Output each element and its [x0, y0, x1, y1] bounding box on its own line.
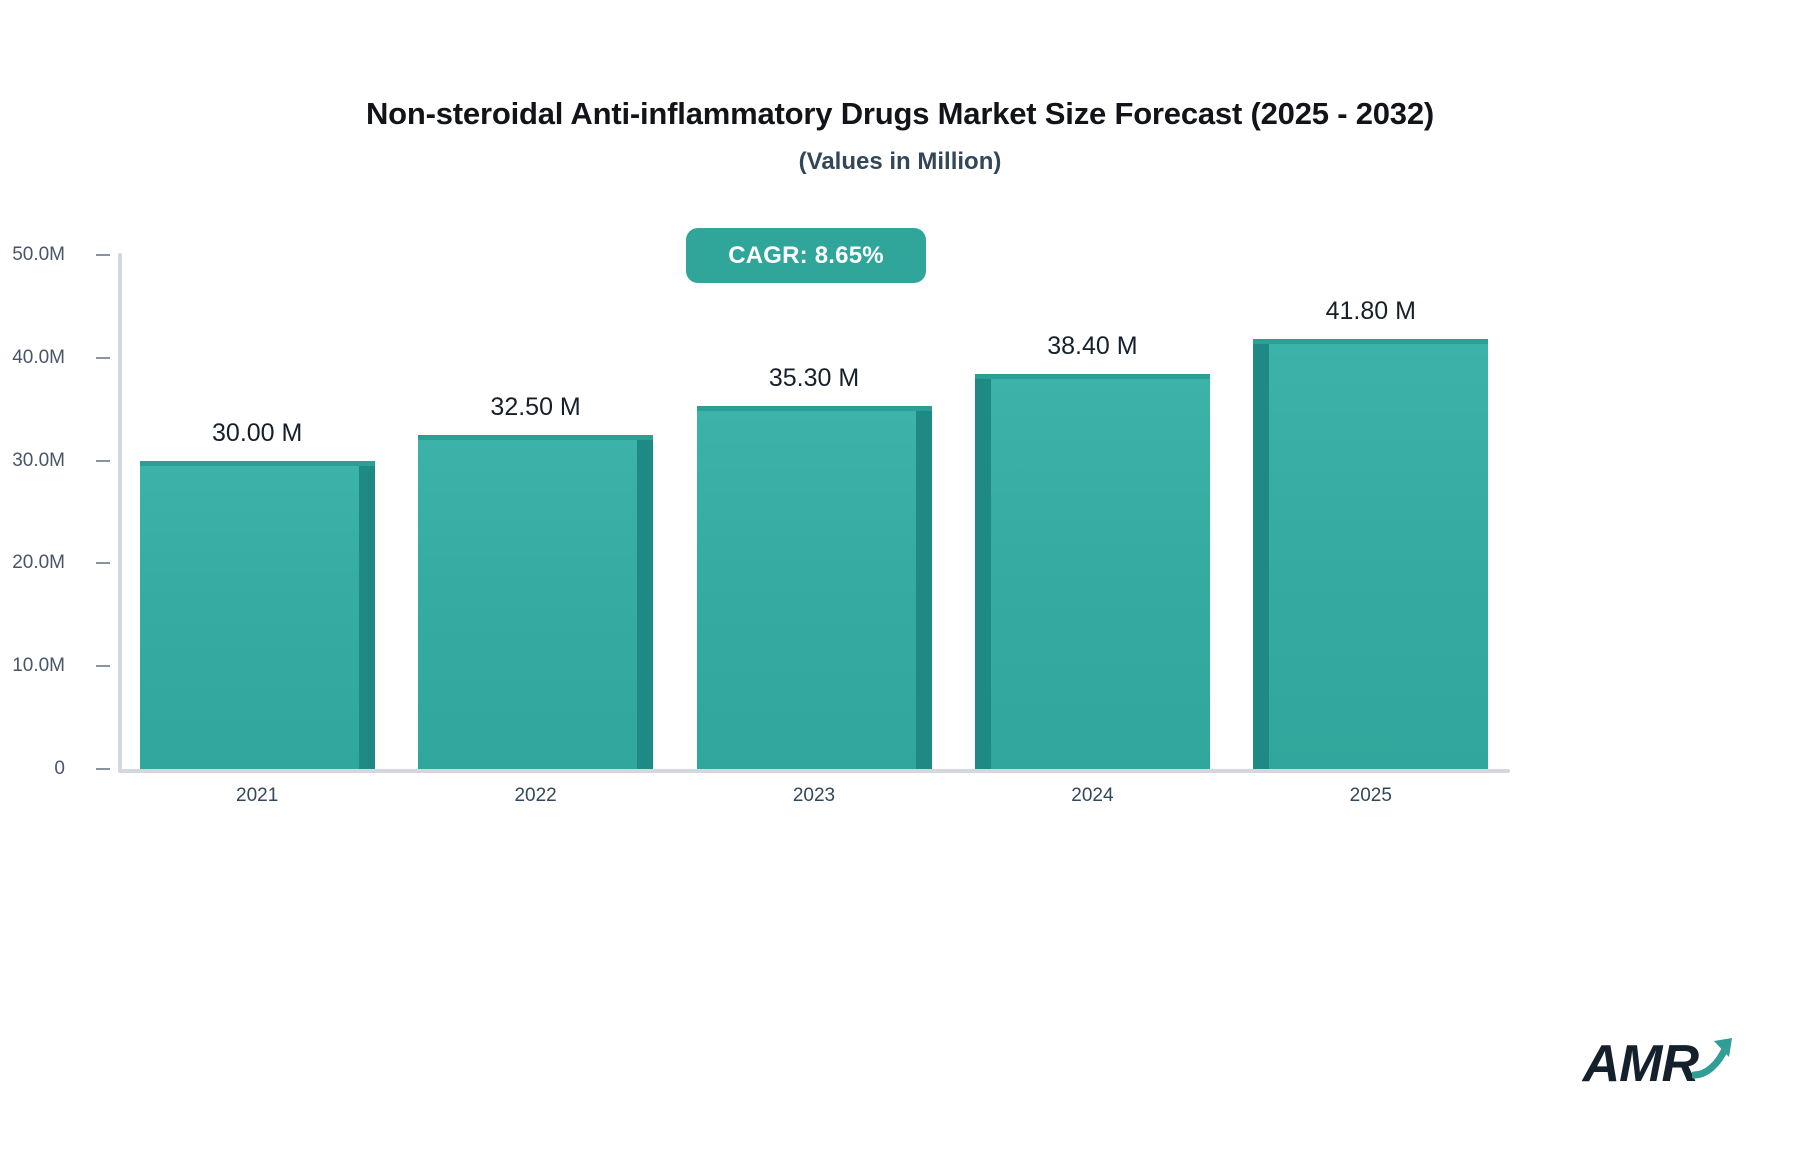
y-axis-tick-label: 0	[54, 758, 65, 779]
y-axis-tick-label: 40.0M	[12, 346, 65, 368]
bar-2025[interactable]	[1253, 339, 1489, 769]
cagr-badge: CAGR: 8.65%	[686, 228, 926, 283]
x-axis-tick-label: 2021	[236, 785, 279, 806]
bar-value-label: 32.50 M	[490, 392, 581, 421]
amr-logo-text: AMR	[1582, 1035, 1699, 1093]
x-axis-tick-label: 2022	[514, 785, 557, 806]
bar-2021[interactable]	[139, 460, 375, 769]
y-axis-tick-mark	[96, 562, 110, 565]
bar-side-shadow	[637, 439, 654, 769]
x-axis-tick-label: 2025	[1349, 785, 1392, 806]
bar-side-shadow	[974, 379, 991, 769]
x-axis-line	[118, 769, 1510, 773]
bar-side-shadow	[915, 411, 932, 769]
bar-face	[139, 460, 359, 769]
bar-value-label: 30.00 M	[212, 418, 303, 447]
bar-face	[418, 434, 638, 769]
bar-2023[interactable]	[696, 406, 932, 769]
x-axis-tick-label: 2023	[792, 785, 836, 806]
bar-value-label: 35.30 M	[768, 364, 860, 393]
bar-2024[interactable]	[974, 374, 1210, 769]
y-axis-tick-label: 20.0M	[12, 552, 65, 574]
bar-value-label: 38.40 M	[1047, 332, 1138, 361]
y-axis-tick-mark	[96, 254, 110, 256]
y-axis-tick-mark	[96, 768, 110, 770]
y-axis-tick-mark	[96, 459, 110, 462]
bar-top-edge	[974, 374, 1210, 380]
y-axis-tick-label: 30.0M	[12, 449, 65, 471]
chart-subtitle: (Values in Million)	[798, 148, 1002, 175]
amr-logo: AMR	[1583, 1035, 1738, 1090]
y-axis-tick-mark	[96, 356, 110, 359]
y-axis-tick-label: 10.0M	[12, 655, 65, 677]
bar-value-label: 41.80 M	[1325, 297, 1416, 326]
cagr-badge-label: CAGR: 8.65%	[728, 241, 884, 269]
x-axis-tick-label: 2024	[1071, 785, 1114, 806]
bar-2022[interactable]	[418, 434, 654, 769]
bar-top-edge	[696, 406, 932, 412]
bar-top-edge	[139, 460, 375, 466]
bar-top-edge	[418, 434, 654, 440]
chart-title: Non-steroidal Anti-inflammatory Drugs Ma…	[365, 96, 1435, 131]
y-axis-line	[118, 253, 122, 771]
bar-side-shadow	[1253, 344, 1270, 769]
bar-top-edge	[1253, 339, 1489, 345]
bar-side-shadow	[358, 465, 375, 769]
bar-face	[1269, 339, 1489, 769]
bar-face	[990, 374, 1210, 769]
trending-up-arrow-icon	[1690, 1035, 1738, 1084]
y-axis-tick-label: 50.0M	[12, 244, 65, 265]
bar-face	[696, 406, 916, 769]
y-axis-tick-mark	[96, 665, 110, 668]
